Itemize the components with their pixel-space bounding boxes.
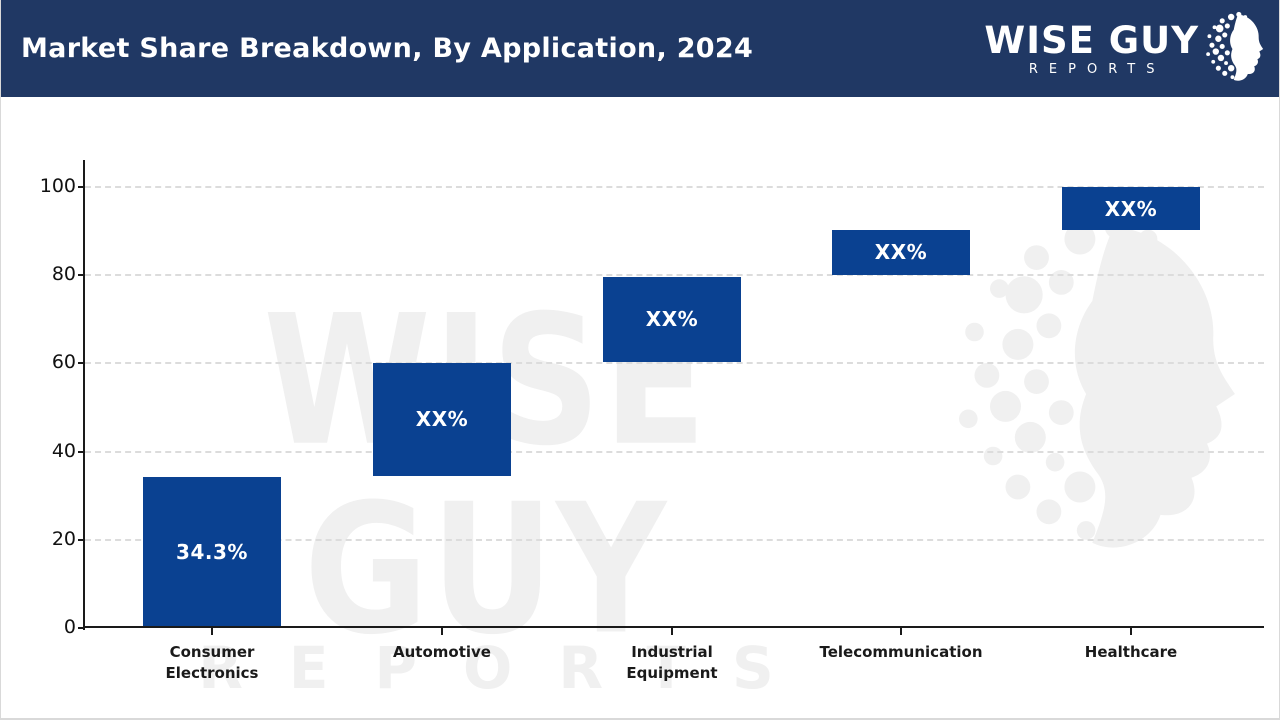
x-axis-line	[83, 626, 1264, 628]
plot-region: 0 20 40 60 80 100 34.3% XX% XX% XX% XX% Consumer Ele…	[1, 97, 1279, 718]
y-axis-tick-label: 20	[51, 527, 76, 550]
y-axis-tick-label: 40	[51, 439, 76, 462]
bar-value-label: XX%	[415, 407, 469, 432]
x-axis-tick	[1130, 628, 1132, 635]
y-axis-line	[83, 160, 85, 630]
logo-wordmark-line2: REPORTS	[1028, 61, 1166, 77]
x-axis-category-label: Automotive	[393, 643, 491, 661]
y-axis-tick	[78, 627, 85, 629]
bar-value-label: XX%	[645, 307, 699, 332]
y-axis-tick-label: 60	[51, 351, 76, 374]
wiseguy-logo: WISE GUY REPORTS	[984, 8, 1267, 90]
logo-wordmark-line1: WISE GUY	[984, 18, 1199, 62]
waterfall-bar-2: XX%	[373, 362, 511, 477]
y-axis-tick	[78, 538, 85, 541]
x-axis-tick	[441, 628, 443, 635]
gridline-20	[85, 538, 1264, 541]
gridline-100	[85, 186, 1264, 188]
x-axis-tick	[900, 628, 902, 635]
gridline-60	[85, 362, 1264, 365]
bar-value-label: 34.3%	[176, 540, 248, 565]
y-axis-tick	[78, 362, 85, 365]
gridline-40	[85, 450, 1264, 453]
x-axis-tick	[211, 628, 213, 635]
y-axis-tick-label: 100	[39, 175, 76, 197]
waterfall-bar-4: XX%	[832, 230, 970, 275]
watermark-face-icon	[931, 208, 1266, 580]
bar-value-label: XX%	[1104, 196, 1158, 221]
x-axis-category-label: Telecommunication	[819, 643, 983, 661]
chart-title: Market Share Breakdown, By Application, …	[21, 33, 754, 64]
gridline-80	[85, 274, 1264, 277]
logo-wordmark: WISE GUY REPORTS	[984, 22, 1199, 76]
x-axis-category-label: Healthcare	[1084, 643, 1178, 661]
logo-face-icon	[1203, 8, 1267, 90]
y-axis-tick	[78, 186, 85, 188]
header-bar: Market Share Breakdown, By Application, …	[1, 0, 1279, 97]
y-axis-tick-label: 80	[51, 263, 76, 286]
waterfall-bar-1: 34.3%	[143, 476, 281, 628]
bar-value-label: XX%	[874, 240, 928, 265]
waterfall-bar-3: XX%	[603, 276, 741, 362]
x-axis-category-label: Consumer Electronics	[165, 643, 259, 682]
x-axis-category-label: Industrial Equipment	[626, 643, 718, 682]
y-axis-tick	[78, 274, 85, 277]
waterfall-bar-5: XX%	[1062, 187, 1200, 231]
x-axis-tick	[671, 628, 673, 635]
y-axis-tick-label: 0	[63, 616, 76, 638]
y-axis-tick	[78, 450, 85, 453]
